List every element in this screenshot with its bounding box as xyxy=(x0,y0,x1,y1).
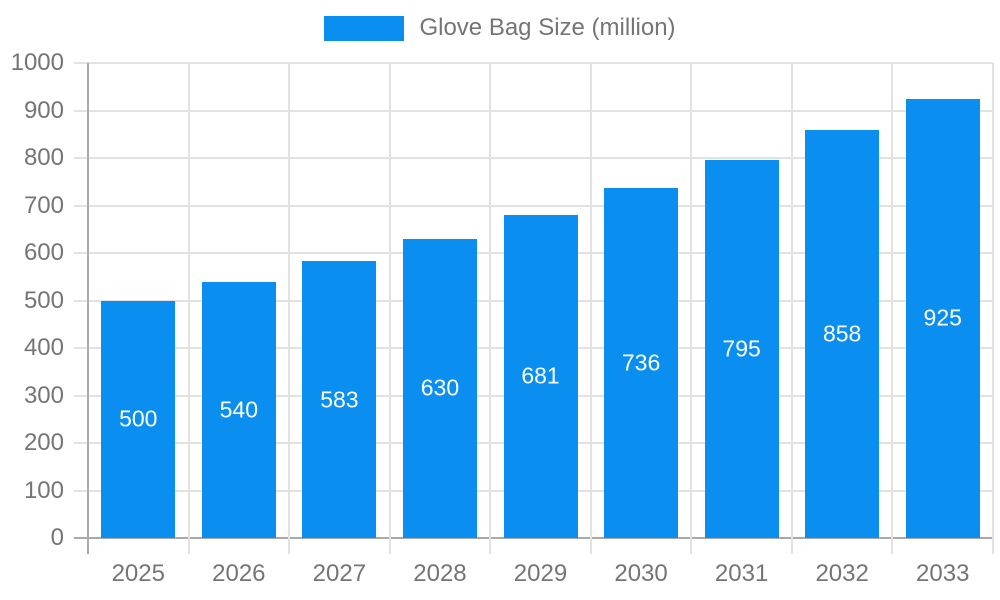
bar[interactable] xyxy=(101,300,176,538)
legend-label: Glove Bag Size (million) xyxy=(419,14,676,41)
y-tick-label: 700 xyxy=(23,191,64,219)
y-tick-label: 1000 xyxy=(10,49,64,76)
x-gridline xyxy=(690,63,693,554)
y-tick-label: 900 xyxy=(23,96,64,124)
y-gridline xyxy=(74,204,993,207)
bar[interactable] xyxy=(302,261,377,538)
x-gridline xyxy=(187,63,190,554)
x-tick-label: 2025 xyxy=(111,560,165,587)
y-tick-label: 500 xyxy=(23,286,64,314)
bar-value-label: 583 xyxy=(320,386,359,413)
legend-item[interactable]: Glove Bag Size (million) xyxy=(324,14,676,42)
bar-value-label: 500 xyxy=(119,405,158,432)
bar[interactable] xyxy=(201,281,276,538)
y-axis-line xyxy=(87,63,89,554)
bar-value-label: 736 xyxy=(621,349,661,376)
bar-value-label: 858 xyxy=(822,320,862,347)
bar[interactable] xyxy=(905,98,980,538)
legend: Glove Bag Size (million) xyxy=(0,14,1000,42)
x-gridline xyxy=(992,63,994,554)
x-gridline xyxy=(489,63,492,554)
y-tick-label: 0 xyxy=(50,524,64,551)
y-gridline xyxy=(74,109,993,112)
y-tick-label: 300 xyxy=(23,381,64,409)
bar-value-label: 925 xyxy=(923,304,962,331)
x-tick-label: 2030 xyxy=(614,560,668,587)
x-gridline xyxy=(891,63,894,554)
y-gridline xyxy=(74,62,993,64)
x-tick-label: 2027 xyxy=(312,560,367,587)
y-tick-label: 200 xyxy=(23,429,64,456)
x-gridline xyxy=(288,63,291,554)
plot-area: 0 100 200 300 400 500 600 700 800 900 1000 500 2025 5… xyxy=(11,49,994,587)
x-tick-label: 2028 xyxy=(413,560,467,587)
y-gridline xyxy=(74,157,993,159)
legend-swatch xyxy=(324,15,405,41)
y-tick-label: 600 xyxy=(23,239,64,266)
y-tick-label: 400 xyxy=(23,334,64,361)
x-tick-label: 2033 xyxy=(916,560,970,587)
bar-value-label: 540 xyxy=(219,396,259,423)
x-tick-label: 2031 xyxy=(714,560,769,587)
y-tick-label: 100 xyxy=(23,476,64,504)
x-tick-label: 2029 xyxy=(513,560,568,587)
x-tick-label: 2026 xyxy=(212,560,266,587)
x-gridline xyxy=(388,63,391,554)
x-tick-label: 2032 xyxy=(815,560,869,587)
bar-value-label: 795 xyxy=(722,335,761,362)
x-gridline xyxy=(790,63,793,554)
bar[interactable] xyxy=(604,188,679,538)
bar[interactable] xyxy=(704,160,779,538)
bar[interactable] xyxy=(503,214,578,538)
bar[interactable] xyxy=(402,238,477,538)
bar[interactable] xyxy=(805,130,880,538)
y-tick-label: 800 xyxy=(23,144,64,171)
x-axis-line xyxy=(74,537,993,539)
bar-value-label: 630 xyxy=(420,374,460,401)
bar-value-label: 681 xyxy=(521,362,560,389)
x-gridline xyxy=(589,63,592,554)
